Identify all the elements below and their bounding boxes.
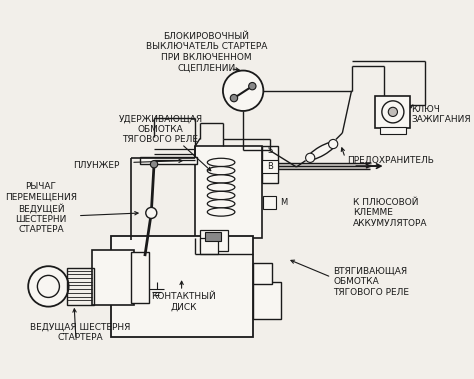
Circle shape xyxy=(328,139,338,149)
Text: ВТЯГИВАЮЩАЯ
ОБМОТКА
ТЯГОВОГО РЕЛЕ: ВТЯГИВАЮЩАЯ ОБМОТКА ТЯГОВОГО РЕЛЕ xyxy=(333,267,409,297)
Bar xyxy=(253,263,272,283)
Ellipse shape xyxy=(207,175,235,183)
Bar xyxy=(380,127,406,134)
Circle shape xyxy=(28,266,69,307)
Ellipse shape xyxy=(207,166,235,175)
Bar xyxy=(253,282,281,319)
Ellipse shape xyxy=(207,200,235,208)
Text: РЫЧАГ
ПЕРЕМЕЩЕНИЯ
ВЕДУЩЕЙ
ШЕСТЕРНИ
СТАРТЕРА: РЫЧАГ ПЕРЕМЕЩЕНИЯ ВЕДУЩЕЙ ШЕСТЕРНИ СТАРТ… xyxy=(5,183,77,234)
Circle shape xyxy=(223,70,264,111)
Text: БЛОКИРОВОЧНЫЙ
ВЫКЛЮЧАТЕЛЬ СТАРТЕРА
ПРИ ВКЛЮЧЕННОМ
СЦЕПЛЕНИИ: БЛОКИРОВОЧНЫЙ ВЫКЛЮЧАТЕЛЬ СТАРТЕРА ПРИ В… xyxy=(146,32,267,72)
Bar xyxy=(92,250,134,305)
Bar xyxy=(67,268,94,305)
Text: КОНТАКТНЫЙ
ДИСК: КОНТАКТНЫЙ ДИСК xyxy=(151,292,216,312)
Circle shape xyxy=(37,276,59,298)
Circle shape xyxy=(382,101,404,123)
Text: S: S xyxy=(267,146,273,155)
Text: ПРЕДОХРАНИТЕЛЬ: ПРЕДОХРАНИТЕЛЬ xyxy=(347,156,434,165)
Text: ПЛУНЖЕР: ПЛУНЖЕР xyxy=(73,161,119,170)
Text: К ПЛЮСОВОЙ
КЛЕММЕ
АККУМУЛЯТОРА: К ПЛЮСОВОЙ КЛЕММЕ АККУМУЛЯТОРА xyxy=(354,198,428,228)
Circle shape xyxy=(306,153,315,162)
Text: УДЕРЖИВАЮЩАЯ
ОБМОТКА
ТЯГОВОГО РЕЛЕ: УДЕРЖИВАЮЩАЯ ОБМОТКА ТЯГОВОГО РЕЛЕ xyxy=(118,114,202,144)
Bar xyxy=(375,96,410,128)
Ellipse shape xyxy=(207,183,235,191)
Bar xyxy=(205,232,221,241)
Text: M: M xyxy=(280,198,287,207)
Bar xyxy=(200,238,219,254)
Circle shape xyxy=(388,107,398,116)
Bar xyxy=(264,196,276,209)
Text: ВЕДУЩАЯ ШЕСТЕРНЯ
СТАРТЕРА: ВЕДУЩАЯ ШЕСТЕРНЯ СТАРТЕРА xyxy=(30,323,131,343)
Ellipse shape xyxy=(207,191,235,200)
Circle shape xyxy=(146,207,157,218)
Bar xyxy=(111,236,253,337)
Bar xyxy=(262,160,278,172)
Text: B: B xyxy=(267,161,273,171)
Ellipse shape xyxy=(308,142,336,160)
Circle shape xyxy=(249,83,256,90)
Bar xyxy=(195,146,262,238)
Text: КЛЮЧ
ЗАЖИГАНИЯ: КЛЮЧ ЗАЖИГАНИЯ xyxy=(411,105,471,124)
Circle shape xyxy=(150,161,158,168)
Bar xyxy=(140,157,197,164)
Ellipse shape xyxy=(207,158,235,166)
Ellipse shape xyxy=(207,208,235,216)
Bar xyxy=(200,230,228,251)
Circle shape xyxy=(230,94,237,102)
Bar xyxy=(262,146,278,183)
Bar xyxy=(131,252,149,303)
